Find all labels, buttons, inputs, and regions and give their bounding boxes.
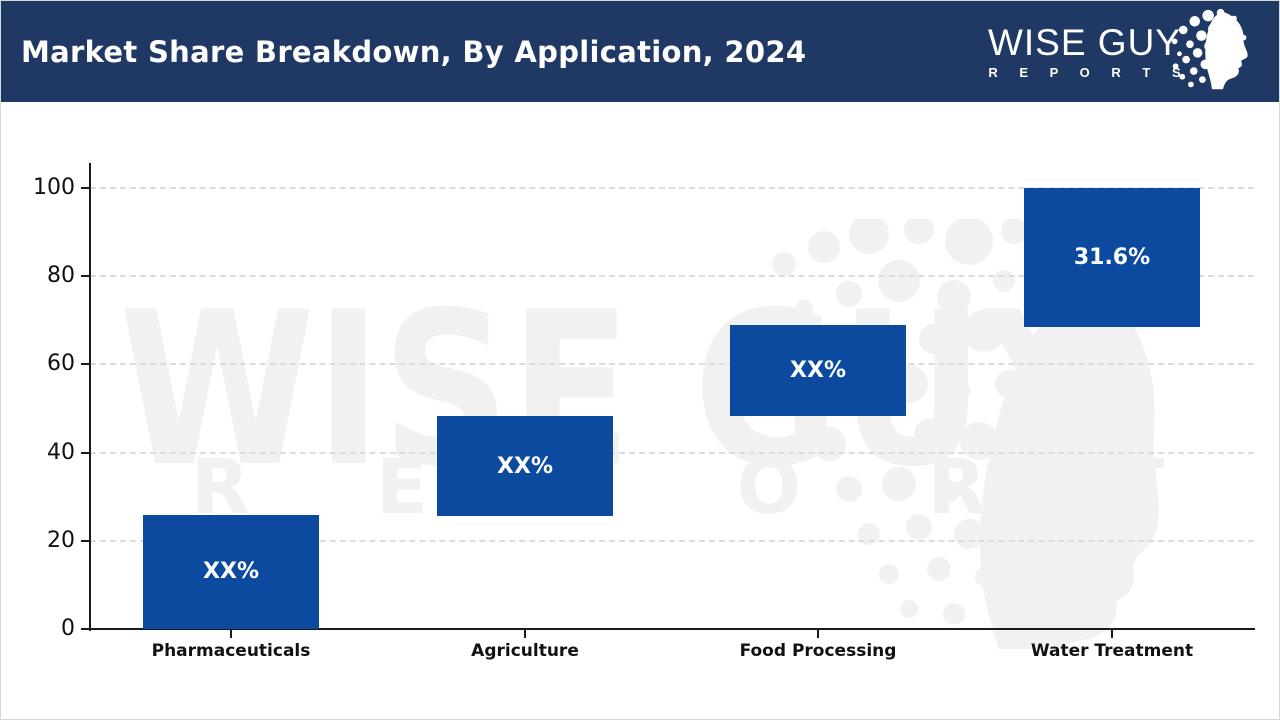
wiseguy-logo: WISE GUY R E P O R T S (988, 8, 1255, 96)
header-bar: Market Share Breakdown, By Application, … (1, 1, 1279, 102)
x-category-label: Water Treatment (1030, 641, 1194, 661)
logo-brand-name: WISE GUY (987, 21, 1181, 63)
y-axis-tick (81, 187, 89, 189)
x-axis-tick (524, 630, 526, 638)
bar-value-label: XX% (203, 559, 259, 585)
y-tick-label: 0 (61, 616, 75, 641)
bar-water-treatment: 31.6% (1024, 188, 1200, 328)
x-category-label: Agriculture (471, 641, 579, 661)
gridline-60 (90, 363, 1254, 366)
y-tick-label: 100 (33, 175, 75, 200)
bar-food-processing: XX% (730, 325, 906, 416)
gridline-100 (90, 187, 1254, 189)
y-axis-tick (81, 539, 89, 542)
y-tick-label: 20 (47, 527, 75, 553)
bar-pharmaceuticals: XX% (143, 514, 319, 629)
x-category-label: Food Processing (739, 641, 897, 661)
x-axis-tick (1111, 630, 1113, 638)
y-tick-label: 60 (47, 351, 75, 377)
page-title: Market Share Breakdown, By Application, … (21, 34, 807, 69)
bar-value-label: XX% (790, 358, 846, 384)
y-axis-tick (81, 451, 89, 454)
y-tick-label: 40 (47, 439, 75, 465)
y-axis-tick (81, 275, 89, 278)
bar-value-label: 31.6% (1073, 245, 1151, 271)
y-tick-label: 80 (47, 263, 75, 289)
gridline-20 (90, 539, 1254, 542)
x-axis-tick (230, 630, 232, 638)
bar-agriculture: XX% (437, 415, 613, 517)
gridline-80 (90, 275, 1254, 278)
y-axis-tick (81, 628, 89, 630)
watermark-text-line1: WISE GUY (119, 266, 1114, 513)
bar-value-label: XX% (497, 453, 553, 479)
gridline-40 (90, 451, 1254, 454)
wiseguy-head-icon (1167, 8, 1255, 96)
watermark-head-icon (759, 214, 1179, 653)
logo-brand-subtitle: R E P O R T S (988, 64, 1190, 80)
y-axis-line (89, 163, 91, 631)
x-axis-line (89, 628, 1255, 630)
y-axis-tick (81, 363, 89, 366)
x-axis-tick (817, 630, 819, 638)
x-category-label: Pharmaceuticals (151, 641, 311, 661)
logo-text: WISE GUY R E P O R T S (988, 24, 1181, 80)
